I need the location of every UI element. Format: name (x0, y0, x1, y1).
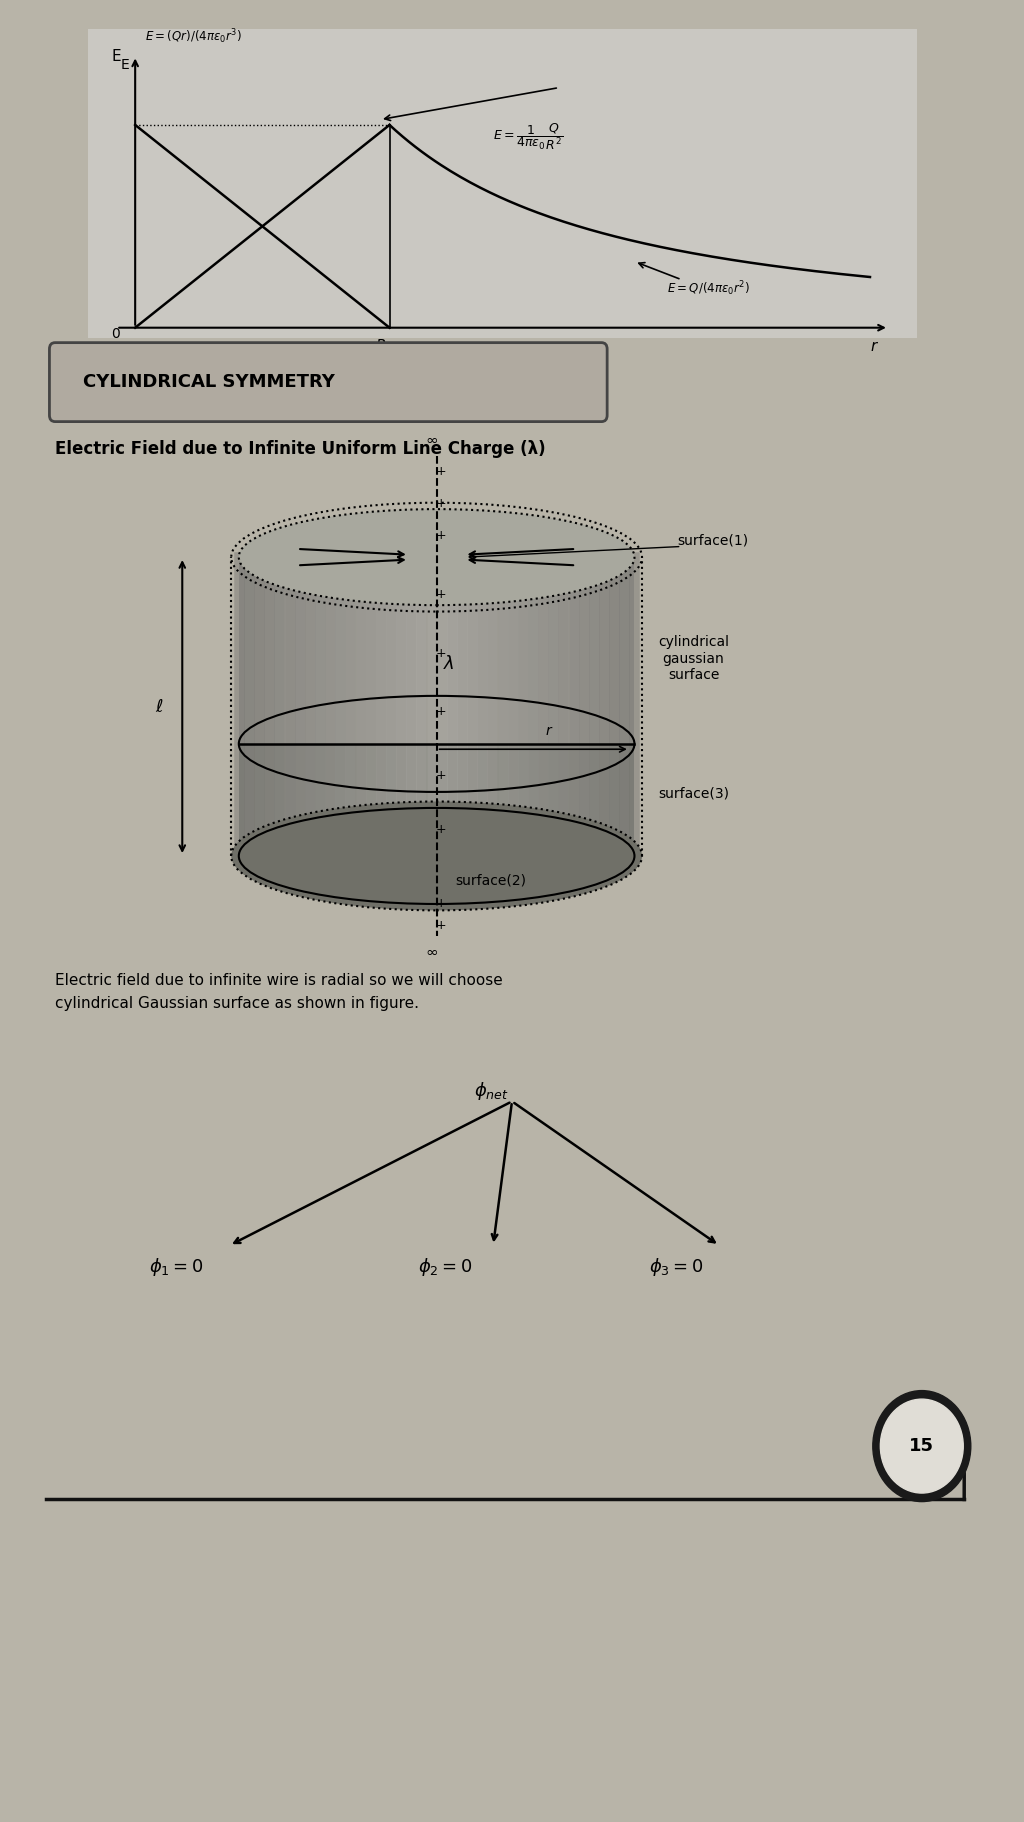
Text: 0: 0 (112, 328, 121, 341)
Text: Electric Field due to Infinite Uniform Line Charge (λ): Electric Field due to Infinite Uniform L… (55, 439, 546, 457)
Text: Electric field due to infinite wire is radial so we will choose
cylindrical Gaus: Electric field due to infinite wire is r… (55, 973, 503, 1011)
Text: surface(3): surface(3) (658, 787, 729, 800)
Bar (88, 29, 918, 339)
Text: ℓ: ℓ (155, 698, 163, 716)
Text: $E=\dfrac{1}{4\pi\varepsilon_0}\dfrac{Q}{R^2}$: $E=\dfrac{1}{4\pi\varepsilon_0}\dfrac{Q}… (494, 122, 563, 153)
Text: E: E (112, 49, 121, 64)
Text: r: r (546, 725, 551, 738)
Text: r: r (870, 339, 877, 353)
Text: E: E (121, 58, 130, 73)
Text: +: + (436, 589, 446, 601)
Circle shape (872, 1390, 971, 1501)
Ellipse shape (231, 802, 642, 911)
Text: surface(1): surface(1) (677, 534, 748, 547)
Text: $\phi_1=0$: $\phi_1=0$ (150, 1255, 204, 1279)
Text: CYLINDRICAL SYMMETRY: CYLINDRICAL SYMMETRY (83, 374, 335, 392)
Text: +: + (436, 465, 446, 477)
Text: $E=Q/(4\pi\varepsilon_0 r^2)$: $E=Q/(4\pi\varepsilon_0 r^2)$ (668, 279, 751, 299)
Text: $\phi_{net}$: $\phi_{net}$ (474, 1080, 509, 1102)
Text: R: R (376, 339, 386, 353)
Text: $E=(Qr)/(4\pi\varepsilon_0 r^3)$: $E=(Qr)/(4\pi\varepsilon_0 r^3)$ (144, 27, 242, 47)
Text: ∞: ∞ (425, 434, 438, 448)
Text: $\phi_2=0$: $\phi_2=0$ (418, 1255, 472, 1279)
Text: +: + (436, 497, 446, 510)
Text: ∞: ∞ (425, 946, 438, 960)
Bar (239, 558, 635, 743)
Text: +: + (436, 769, 446, 782)
Text: +: + (436, 705, 446, 718)
Text: +: + (436, 824, 446, 836)
FancyBboxPatch shape (49, 343, 607, 421)
Text: λ: λ (444, 656, 455, 672)
Text: surface(2): surface(2) (456, 875, 526, 887)
Text: +: + (436, 647, 446, 660)
Text: +: + (436, 530, 446, 543)
Text: +: + (436, 918, 446, 931)
Ellipse shape (239, 508, 635, 605)
Text: +: + (436, 898, 446, 911)
Text: 15: 15 (909, 1438, 934, 1456)
Text: cylindrical
gaussian
surface: cylindrical gaussian surface (658, 636, 729, 681)
Ellipse shape (239, 807, 635, 904)
Circle shape (881, 1399, 964, 1492)
Text: $\phi_3=0$: $\phi_3=0$ (648, 1255, 703, 1279)
Bar (239, 558, 635, 856)
